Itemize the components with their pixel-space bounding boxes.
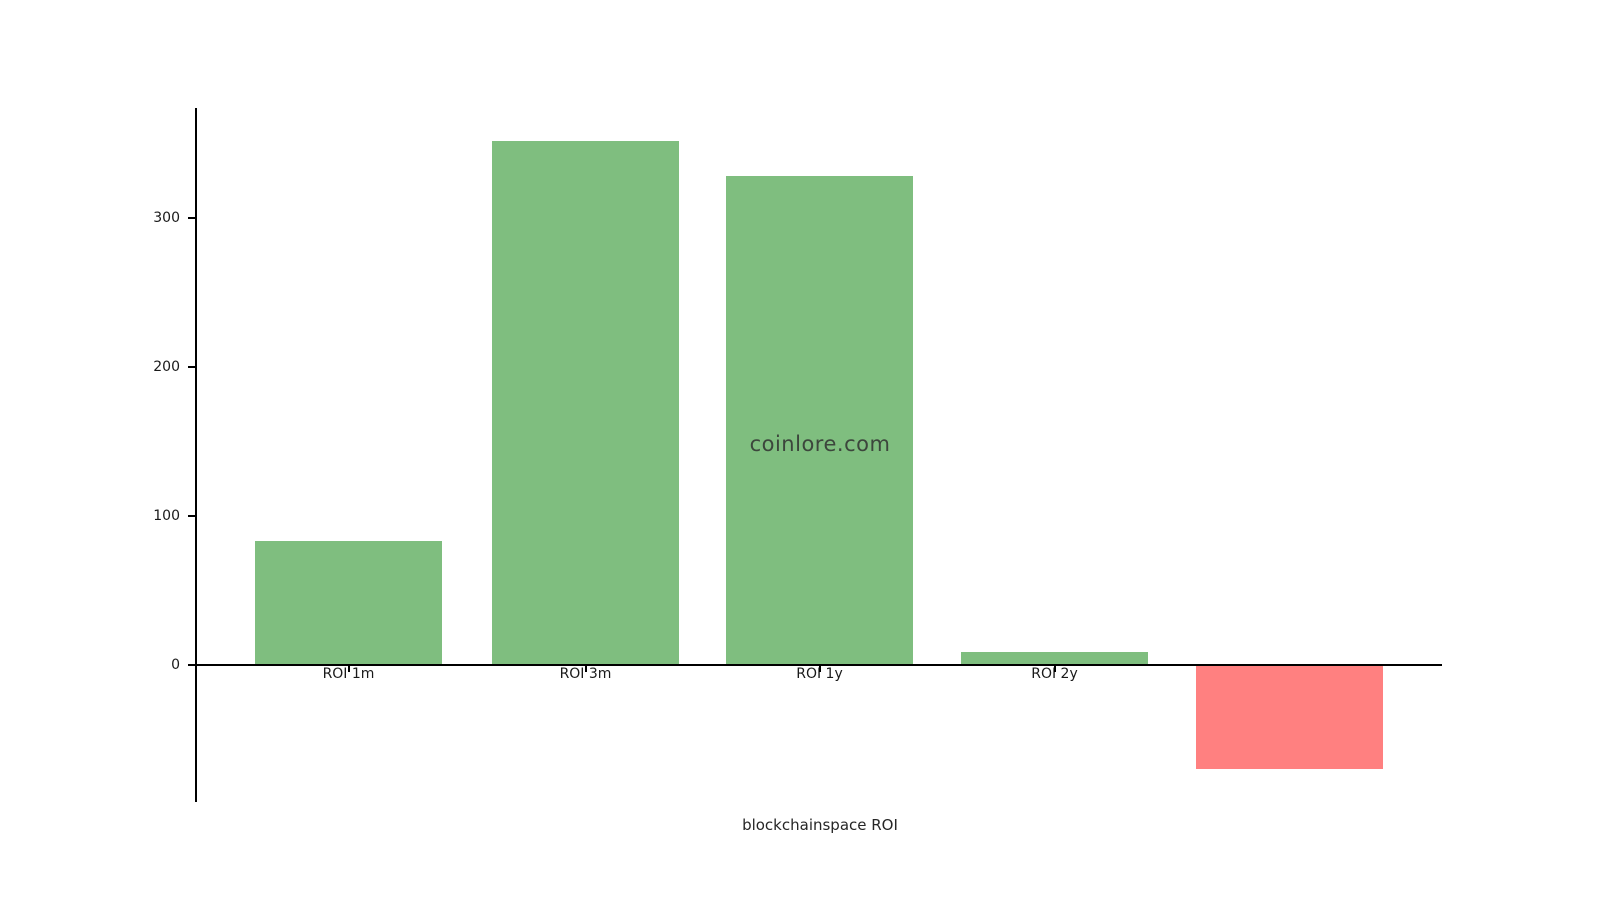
bar-roi-1m [255,541,442,665]
watermark-text: coinlore.com [749,432,891,456]
y-tick-label: 100 [153,508,180,524]
y-tick-label: 0 [171,657,180,673]
x-axis-title: blockchainspace ROI [742,816,898,834]
y-tick-label: 300 [153,210,180,226]
y-tick-label: 200 [153,359,180,375]
x-tick-label: ROI 1m [322,666,375,682]
y-tick-mark [188,515,195,517]
y-tick-mark [188,664,195,666]
bar-roi-1y [726,176,913,665]
x-tick-mark [818,666,821,672]
x-tick-label: ROI 2y [1031,666,1078,682]
bar-roi-2y [961,651,1148,665]
x-tick-label: ROI 1y [796,666,843,682]
x-tick-mark [584,666,587,672]
bar-unlabeled [1196,666,1383,769]
y-tick-mark [188,217,195,219]
bar-roi-3m [492,140,679,665]
x-tick-mark [347,666,350,672]
x-tick-label: ROI 3m [559,666,612,682]
x-axis-zero-line [195,664,1442,666]
x-tick-mark [1053,666,1056,672]
y-tick-mark [188,366,195,368]
y-axis-line [195,107,197,803]
